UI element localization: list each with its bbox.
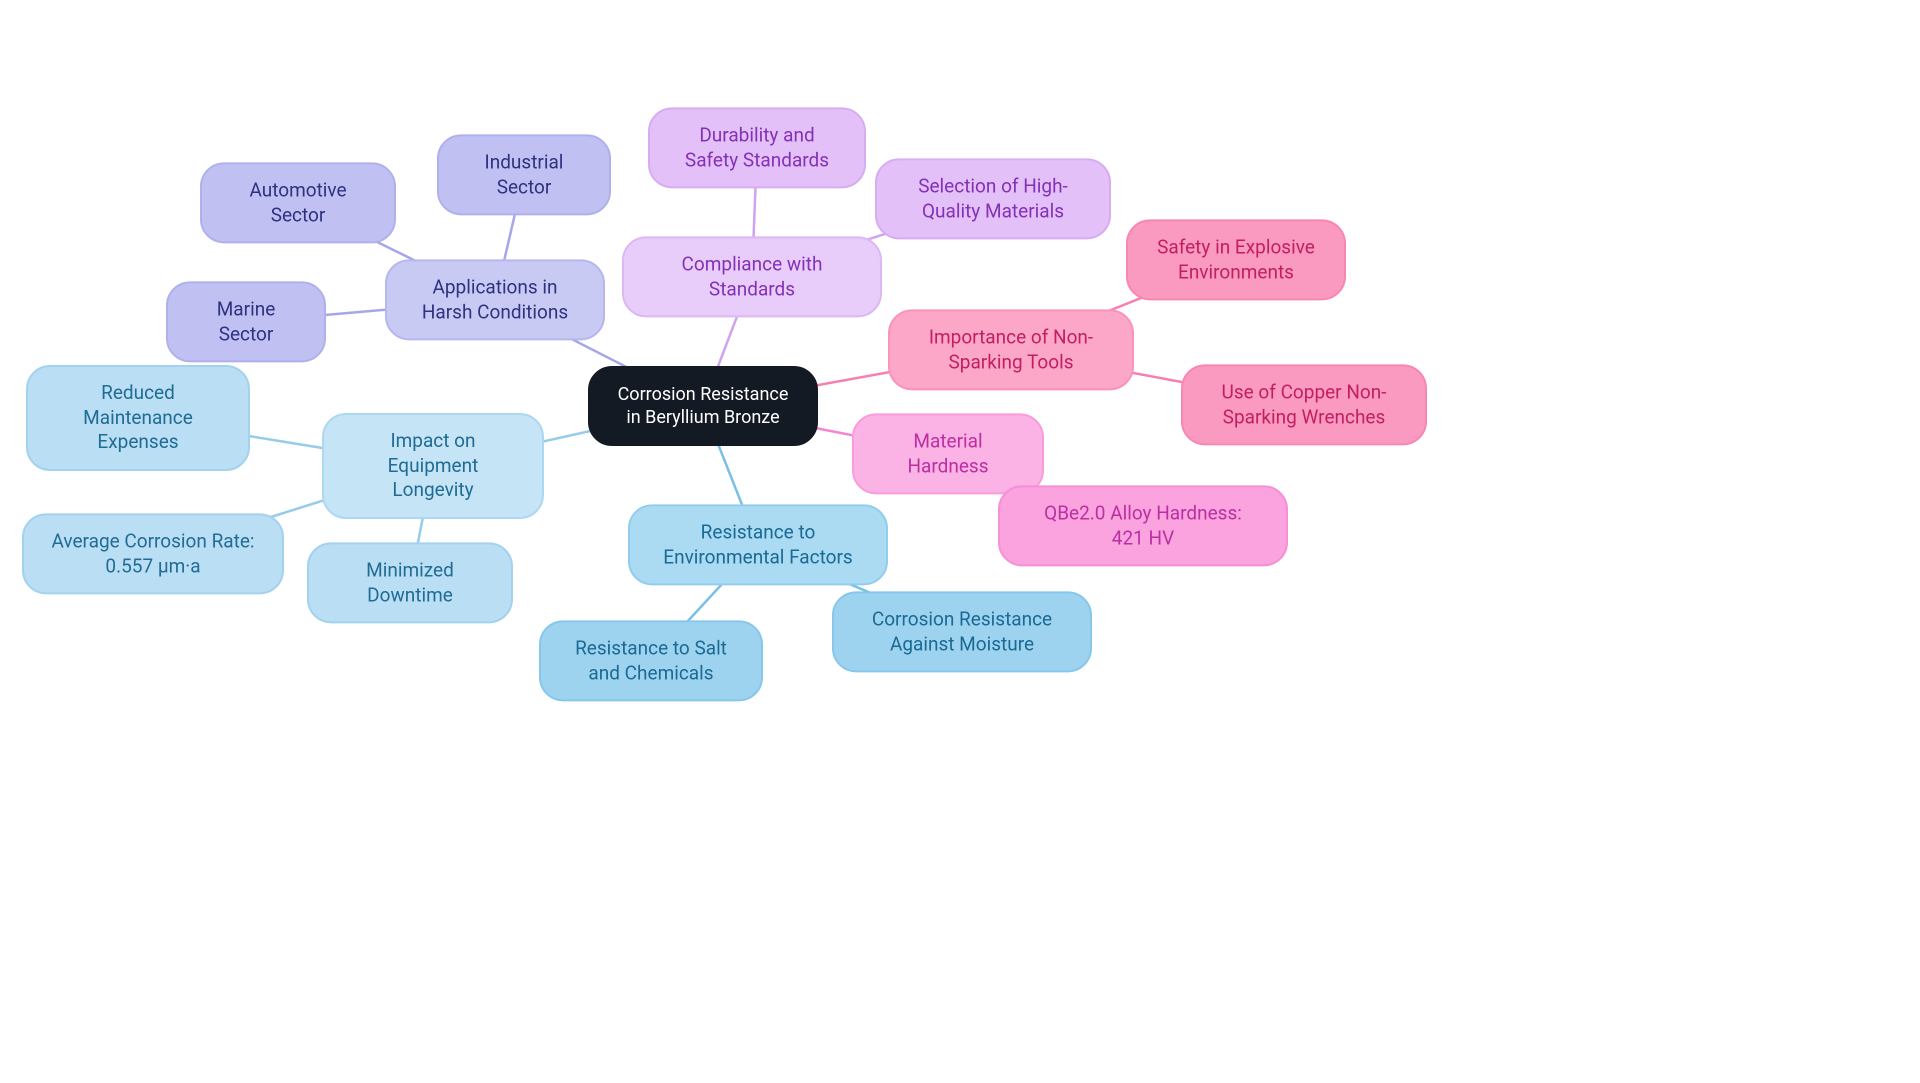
node-selection: Selection of High-Quality Materials <box>875 158 1111 239</box>
node-salt: Resistance to Salt and Chemicals <box>539 620 763 701</box>
node-reduced: Reduced Maintenance Expenses <box>26 365 250 471</box>
node-safety: Safety in Explosive Environments <box>1126 219 1346 300</box>
node-envfactors: Resistance to Environmental Factors <box>628 504 888 585</box>
node-marine: Marine Sector <box>166 281 326 362</box>
node-longevity: Impact on Equipment Longevity <box>322 413 544 519</box>
node-durability: Durability and Safety Standards <box>648 107 866 188</box>
node-applications: Applications in Harsh Conditions <box>385 259 605 340</box>
node-industrial: Industrial Sector <box>437 134 611 215</box>
node-downtime: Minimized Downtime <box>307 542 513 623</box>
node-nonsparking: Importance of Non-Sparking Tools <box>888 309 1134 390</box>
node-compliance: Compliance with Standards <box>622 236 882 317</box>
node-qbe: QBe2.0 Alloy Hardness: 421 HV <box>998 485 1288 566</box>
node-moisture: Corrosion Resistance Against Moisture <box>832 591 1092 672</box>
node-hardness: Material Hardness <box>852 413 1044 494</box>
center-node: Corrosion Resistance in Beryllium Bronze <box>588 366 818 446</box>
node-rate: Average Corrosion Rate: 0.557 µm·a <box>22 513 284 594</box>
node-automotive: Automotive Sector <box>200 162 396 243</box>
node-wrenches: Use of Copper Non-Sparking Wrenches <box>1181 364 1427 445</box>
